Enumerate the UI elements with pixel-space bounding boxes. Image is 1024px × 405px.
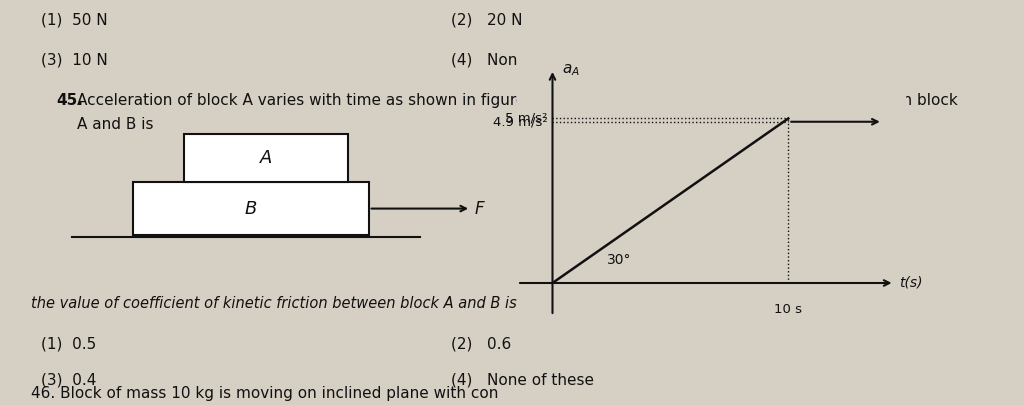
Text: (1)  50 N: (1) 50 N — [41, 12, 108, 27]
FancyBboxPatch shape — [133, 182, 369, 235]
Text: 30°: 30° — [607, 253, 631, 266]
Text: (3)  0.4: (3) 0.4 — [41, 373, 96, 388]
FancyBboxPatch shape — [184, 134, 348, 182]
Text: 45.: 45. — [56, 93, 83, 108]
Text: B: B — [245, 200, 257, 217]
Text: (4)   None of these: (4) None of these — [451, 373, 594, 388]
Text: (1)  0.5: (1) 0.5 — [41, 336, 96, 351]
Text: 46. Block of mass 10 kg is moving on inclined plane with con: 46. Block of mass 10 kg is moving on inc… — [31, 386, 498, 401]
Text: 4.9 m/s²: 4.9 m/s² — [493, 115, 548, 128]
Text: 5 m/s²: 5 m/s² — [506, 112, 548, 125]
Text: $a_A$: $a_A$ — [562, 62, 580, 78]
Text: A: A — [260, 149, 272, 167]
Text: (4)   None of these: (4) None of these — [451, 53, 594, 68]
Text: 10 s: 10 s — [774, 303, 803, 316]
Text: the value of coefficient of kinetic friction between block A and B is: the value of coefficient of kinetic fric… — [31, 296, 516, 311]
Text: (3)  10 N: (3) 10 N — [41, 53, 108, 68]
Text: (2)   0.6: (2) 0.6 — [451, 336, 511, 351]
Text: t(s): t(s) — [899, 276, 923, 290]
Text: Acceleration of block A varies with time as shown in figure the value of coeffic: Acceleration of block A varies with time… — [77, 93, 957, 132]
Text: (2)   20 N: (2) 20 N — [451, 12, 522, 27]
Text: F: F — [474, 200, 483, 217]
